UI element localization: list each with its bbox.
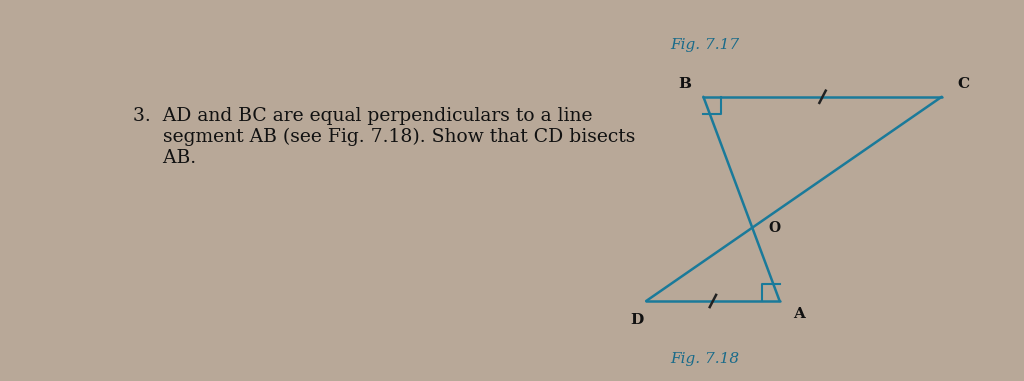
Text: A: A xyxy=(793,307,805,321)
Text: O: O xyxy=(768,221,780,235)
Text: C: C xyxy=(957,77,970,91)
Text: D: D xyxy=(630,313,643,327)
Text: 3.  AD and BC are equal perpendiculars to a line
     segment AB (see Fig. 7.18): 3. AD and BC are equal perpendiculars to… xyxy=(133,107,636,166)
Text: Fig. 7.17: Fig. 7.17 xyxy=(671,38,740,52)
Text: Fig. 7.18: Fig. 7.18 xyxy=(671,352,740,366)
Text: B: B xyxy=(678,77,691,91)
